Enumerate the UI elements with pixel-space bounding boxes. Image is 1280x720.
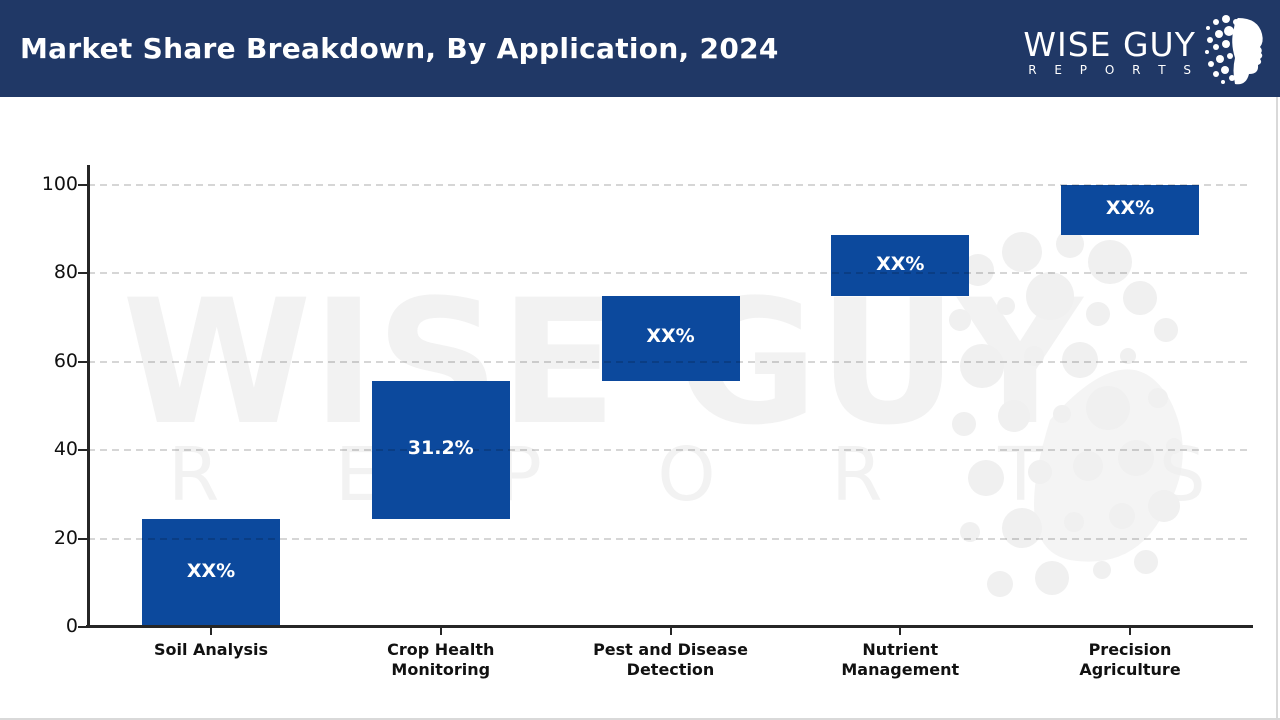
- gridline-100: [88, 183, 1252, 186]
- gridline-40: [88, 449, 1252, 451]
- x-tick-0: [210, 628, 212, 635]
- bar-0: [142, 519, 280, 627]
- y-tick-0: [78, 626, 87, 628]
- y-tick-60: [78, 360, 87, 363]
- y-tick-label-40: 40: [53, 438, 78, 460]
- logo-head-icon: [1205, 15, 1263, 85]
- y-tick-40: [78, 449, 87, 451]
- x-tick-2: [669, 628, 672, 635]
- x-tick-label-0: Soil Analysis: [153, 640, 269, 659]
- bar-1: [371, 380, 510, 520]
- gridline-80: [88, 272, 1252, 274]
- bar-2: [601, 296, 740, 381]
- logo-text: WISE GUY R E P O R T S: [1021, 24, 1198, 77]
- x-tick-label-4: Precision Agriculture: [1079, 640, 1181, 679]
- x-tick-label-1: Crop Health Monitoring: [387, 640, 495, 679]
- bar-label-0: XX%: [186, 560, 236, 582]
- y-tick-100: [78, 183, 87, 186]
- bar-4: [1061, 184, 1199, 236]
- wise-guy-reports-logo: WISE GUY R E P O R T S: [1021, 14, 1266, 90]
- y-tick-label-80: 80: [53, 261, 78, 283]
- x-tick-label-2: Pest and Disease Detection: [593, 640, 748, 679]
- frame-border-bottom: [0, 718, 1280, 720]
- logo-wiseguy-text: WISE GUY: [1023, 24, 1196, 64]
- page-title: Market Share Breakdown, By Application, …: [20, 32, 779, 65]
- logo-reports-text: R E P O R T S: [1028, 62, 1198, 77]
- x-axis-line: [86, 625, 1253, 628]
- watermark-head-icon: [949, 230, 1183, 597]
- y-tick-20: [78, 537, 87, 540]
- bar-label-3: XX%: [876, 252, 925, 275]
- y-tick-label-0: 0: [65, 615, 78, 637]
- y-tick-80: [78, 272, 87, 274]
- bar-3: [831, 235, 970, 296]
- x-tick-4: [1129, 628, 1131, 635]
- header-bar: Market Share Breakdown, By Application, …: [0, 0, 1280, 97]
- x-tick-1: [439, 628, 442, 635]
- bar-label-2: XX%: [646, 325, 695, 348]
- gridline-60: [88, 360, 1252, 363]
- y-tick-label-60: 60: [53, 349, 78, 372]
- frame-border-right: [1276, 97, 1278, 720]
- y-axis-line: [87, 165, 90, 628]
- bar-label-4: XX%: [1105, 196, 1155, 219]
- bar-label-1: 31.2%: [407, 437, 474, 459]
- gridline-20: [88, 537, 1252, 540]
- y-tick-label-20: 20: [53, 526, 78, 549]
- y-tick-label-100: 100: [41, 172, 78, 195]
- x-tick-label-3: Nutrient Management: [841, 640, 960, 679]
- x-tick-3: [899, 628, 902, 635]
